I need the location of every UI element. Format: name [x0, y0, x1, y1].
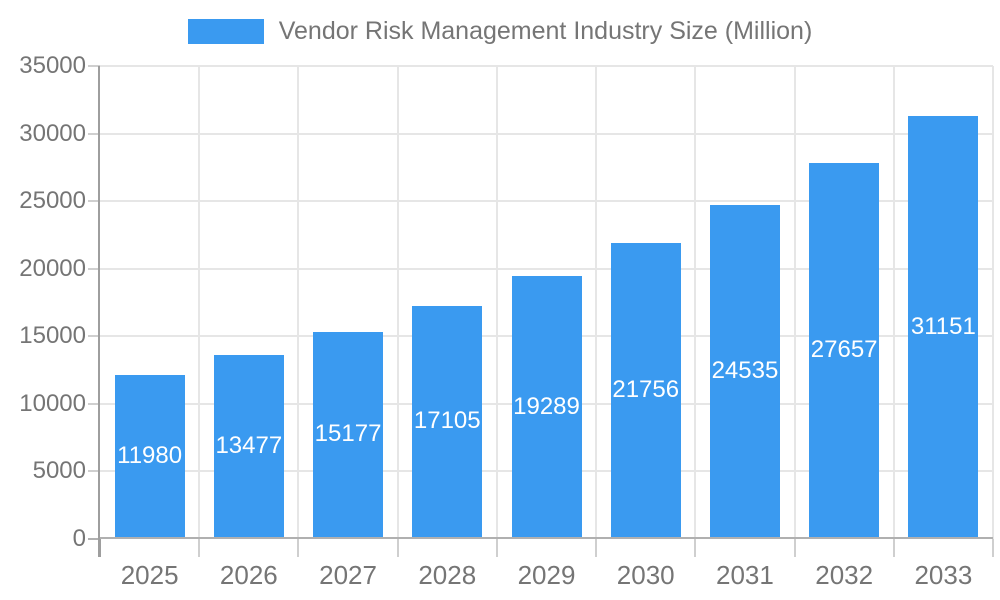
x-axis-tick: [99, 539, 101, 557]
gridline-vertical: [495, 66, 498, 539]
y-tick-label: 35000: [19, 52, 86, 79]
y-axis-tick: [88, 470, 100, 473]
y-tick-label: 15000: [19, 322, 86, 350]
bar-value-label: 15177: [314, 420, 382, 448]
bar[interactable]: 31151: [908, 116, 979, 537]
y-axis-tick: [88, 132, 100, 135]
bar[interactable]: 15177: [313, 331, 384, 537]
x-tick-label: 2033: [914, 560, 973, 590]
y-axis-tick: [88, 65, 100, 67]
gridline-horizontal: [100, 267, 993, 270]
x-tick-label: 2029: [517, 560, 576, 590]
bar-value-label: 13477: [215, 431, 283, 459]
y-tick-label: 10000: [19, 389, 86, 417]
gridline-horizontal: [100, 65, 993, 67]
bar[interactable]: 11980: [114, 375, 185, 537]
x-axis-tick: [992, 539, 994, 557]
bar-value-label: 17105: [413, 407, 481, 435]
bar-value-label: 24535: [711, 357, 779, 385]
bar-value-label: 21756: [612, 375, 680, 403]
y-axis-tick: [88, 402, 100, 405]
gridline-horizontal: [100, 132, 993, 135]
x-tick-label: 2032: [815, 560, 874, 590]
bar[interactable]: 17105: [412, 305, 483, 537]
y-axis-tick: [88, 538, 100, 540]
x-axis-tick: [694, 539, 697, 557]
bar[interactable]: 13477: [213, 354, 284, 537]
y-tick-label: 25000: [19, 187, 86, 215]
y-tick-label: 20000: [19, 254, 86, 282]
x-tick-label: 2030: [616, 560, 675, 590]
y-tick-label: 30000: [19, 119, 86, 147]
bar[interactable]: 27657: [809, 163, 880, 537]
gridline-vertical: [396, 66, 399, 539]
x-axis-tick: [297, 539, 300, 557]
legend-swatch[interactable]: [187, 19, 264, 44]
bar[interactable]: 19289: [511, 276, 582, 537]
gridline-vertical: [694, 66, 697, 539]
gridline-vertical: [793, 66, 796, 539]
y-tick-label: 0: [72, 525, 86, 552]
x-tick-label: 2031: [716, 560, 774, 590]
chart-title[interactable]: Vendor Risk Management Industry Size (Mi…: [278, 17, 813, 45]
x-axis-tick: [595, 539, 598, 557]
bar-value-label: 31151: [910, 312, 976, 340]
x-axis-tick: [396, 539, 399, 557]
x-axis-tick: [198, 539, 201, 557]
x-axis-tick: [892, 539, 895, 557]
y-axis-tick: [88, 335, 100, 338]
y-axis-tick: [88, 200, 100, 203]
bar-value-label: 27657: [810, 336, 878, 364]
bar[interactable]: 24535: [709, 205, 780, 537]
x-tick-label: 2025: [120, 560, 179, 590]
bar-value-label: 11980: [117, 442, 183, 470]
chart-legend: Vendor Risk Management Industry Size (Mi…: [0, 16, 1000, 47]
x-axis-line: [100, 537, 993, 539]
bar-value-label: 19289: [513, 392, 580, 420]
gridline-vertical: [992, 66, 994, 539]
gridline-vertical: [892, 66, 895, 539]
x-tick-label: 2026: [219, 560, 278, 590]
x-axis-tick: [793, 539, 796, 557]
gridline-vertical: [297, 66, 300, 539]
y-axis-line: [98, 66, 100, 557]
y-axis-tick: [88, 267, 100, 270]
y-tick-label: 5000: [32, 457, 86, 485]
bar[interactable]: 21756: [610, 242, 681, 537]
gridline-horizontal: [100, 200, 993, 203]
x-tick-label: 2027: [319, 560, 377, 590]
gridline-vertical: [198, 66, 201, 539]
gridline-vertical: [595, 66, 598, 539]
x-tick-label: 2028: [418, 560, 477, 590]
x-axis-tick: [495, 539, 498, 557]
